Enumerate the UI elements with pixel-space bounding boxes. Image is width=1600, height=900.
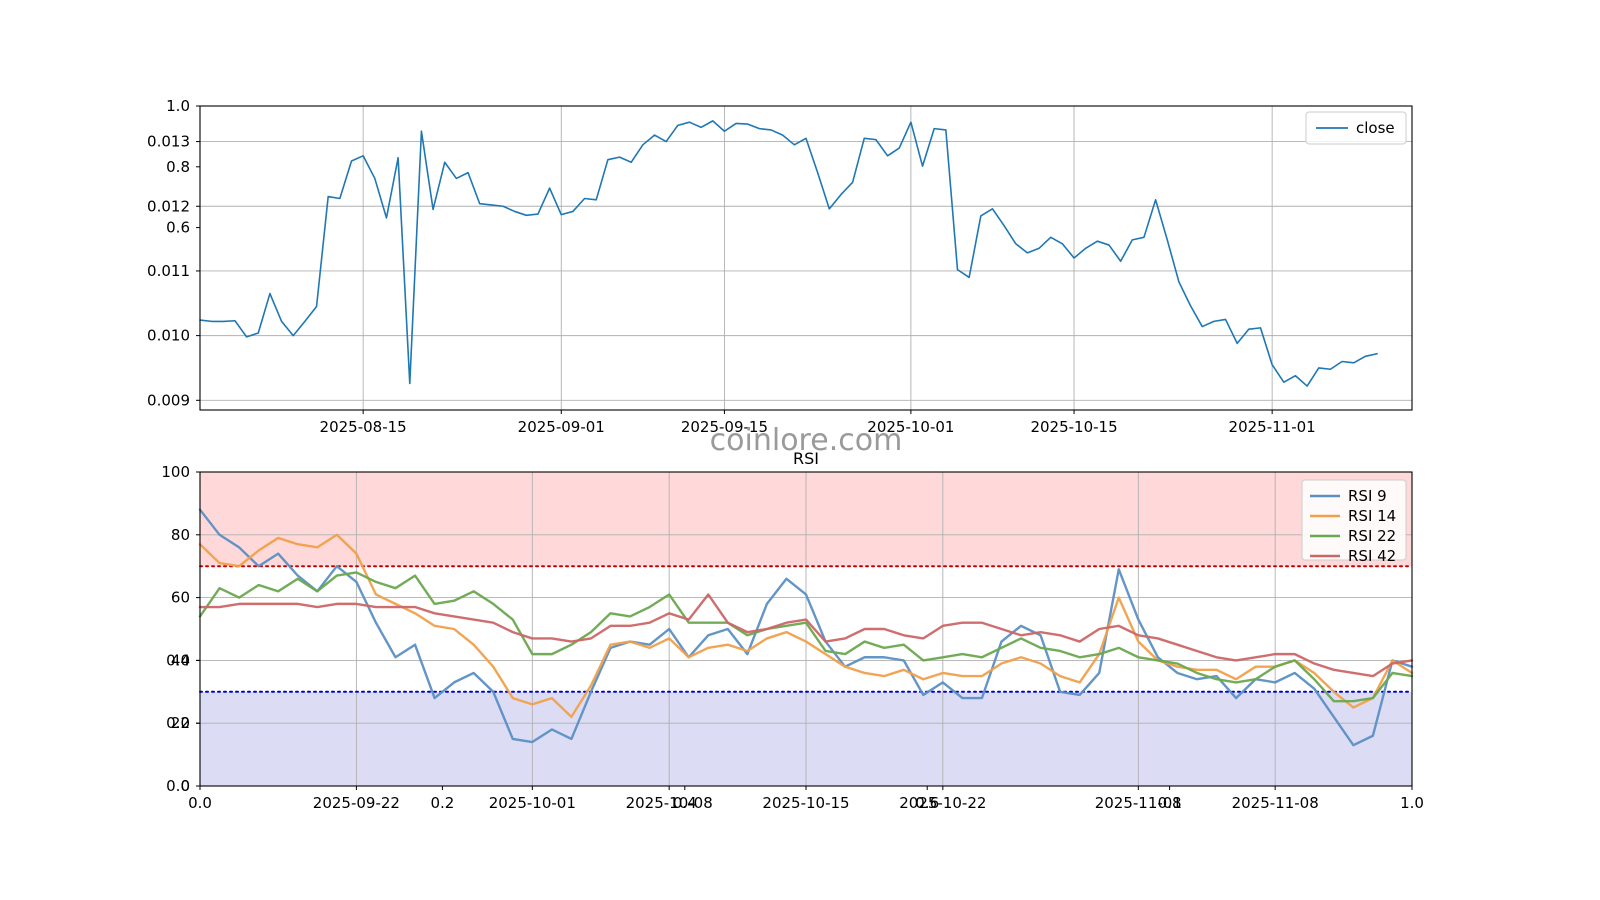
rsi-xtick-label-normalized: 1.0 xyxy=(1400,794,1424,812)
rsi-ytick-label: 0 xyxy=(180,777,190,795)
coinlore-watermark: coinlore.com xyxy=(710,423,903,458)
price-chart-panel: 0.009 0.010 0.011 0.012 0.013 0.6 0.8 1.0 2025-0… xyxy=(147,97,1413,436)
rsi-ytick-label: 60 xyxy=(171,589,190,607)
rsi-xtick-label-normalized: 0.0 xyxy=(188,794,212,812)
rsi-panel-title: RSI xyxy=(793,449,819,468)
rsi-xtick-label-normalized: 0.8 xyxy=(1158,794,1182,812)
price-ytick-label-normalized: 1.0 xyxy=(166,97,190,115)
price-plot-background xyxy=(200,106,1412,410)
rsi-xtick-label: 2025-10-08 xyxy=(626,794,713,812)
rsi-ytick-label-normalized: 0.0 xyxy=(166,777,190,795)
rsi-xtick-label: 2025-11-01 xyxy=(1095,794,1182,812)
price-ytick-label: 0.010 xyxy=(147,327,190,345)
rsi-legend-label: RSI 9 xyxy=(1348,487,1387,505)
rsi-chart-panel: 0 20 40 60 80 100 0.0 0.2 0.4 2025-09-22 2025-10-0… xyxy=(161,449,1424,812)
rsi-ytick-label-normalized: 0.2 xyxy=(166,714,190,732)
rsi-series-line xyxy=(198,571,1414,703)
price-xtick-label: 2025-10-01 xyxy=(867,418,954,436)
rsi-ytick-label: 20 xyxy=(171,714,190,732)
rsi-xtick-label-normalized: 0.6 xyxy=(915,794,939,812)
rsi-xtick-label: 2025-10-01 xyxy=(489,794,576,812)
rsi-legend-box xyxy=(1301,479,1407,561)
rsi-series-line xyxy=(198,593,1414,678)
rsi-ytick-label-normalized: 0.4 xyxy=(166,651,190,669)
price-ytick-label: 0.011 xyxy=(147,262,190,280)
price-ytick-label-normalized: 0.8 xyxy=(166,158,190,176)
price-legend-box xyxy=(1305,111,1407,145)
rsi-xtick-label: 2025-11-08 xyxy=(1232,794,1319,812)
price-xtick-label: 2025-10-15 xyxy=(1030,418,1117,436)
price-xtick-label: 2025-08-15 xyxy=(320,418,407,436)
rsi-legend-label: RSI 14 xyxy=(1348,507,1396,525)
price-axes-spine xyxy=(199,105,1413,411)
price-ytick-label: 0.013 xyxy=(147,133,190,151)
price-xtick-label: 2025-11-01 xyxy=(1229,418,1316,436)
rsi-legend-label: RSI 22 xyxy=(1348,527,1396,545)
rsi-ytick-label: 40 xyxy=(171,651,190,669)
price-ytick-label-normalized: 0.6 xyxy=(166,219,190,237)
rsi-xtick-label-normalized: 0.4 xyxy=(673,794,697,812)
price-series-close-line xyxy=(199,120,1378,387)
rsi-xtick-label: 2025-10-22 xyxy=(899,794,986,812)
price-xtick-label: 2025-09-15 xyxy=(681,418,768,436)
rsi-xtick-label: 2025-09-22 xyxy=(313,794,400,812)
rsi-legend-label: RSI 42 xyxy=(1348,547,1396,565)
price-ytick-label: 0.009 xyxy=(147,391,190,409)
rsi-axes-spine xyxy=(199,471,1413,787)
price-legend-label: close xyxy=(1356,119,1395,137)
rsi-ytick-label: 100 xyxy=(161,463,190,481)
rsi-xtick-label-normalized: 0.2 xyxy=(430,794,454,812)
rsi-ytick-label: 80 xyxy=(171,526,190,544)
price-xtick-label: 2025-09-01 xyxy=(518,418,605,436)
rsi-xtick-label: 2025-10-15 xyxy=(762,794,849,812)
price-ytick-label: 0.012 xyxy=(147,197,190,215)
